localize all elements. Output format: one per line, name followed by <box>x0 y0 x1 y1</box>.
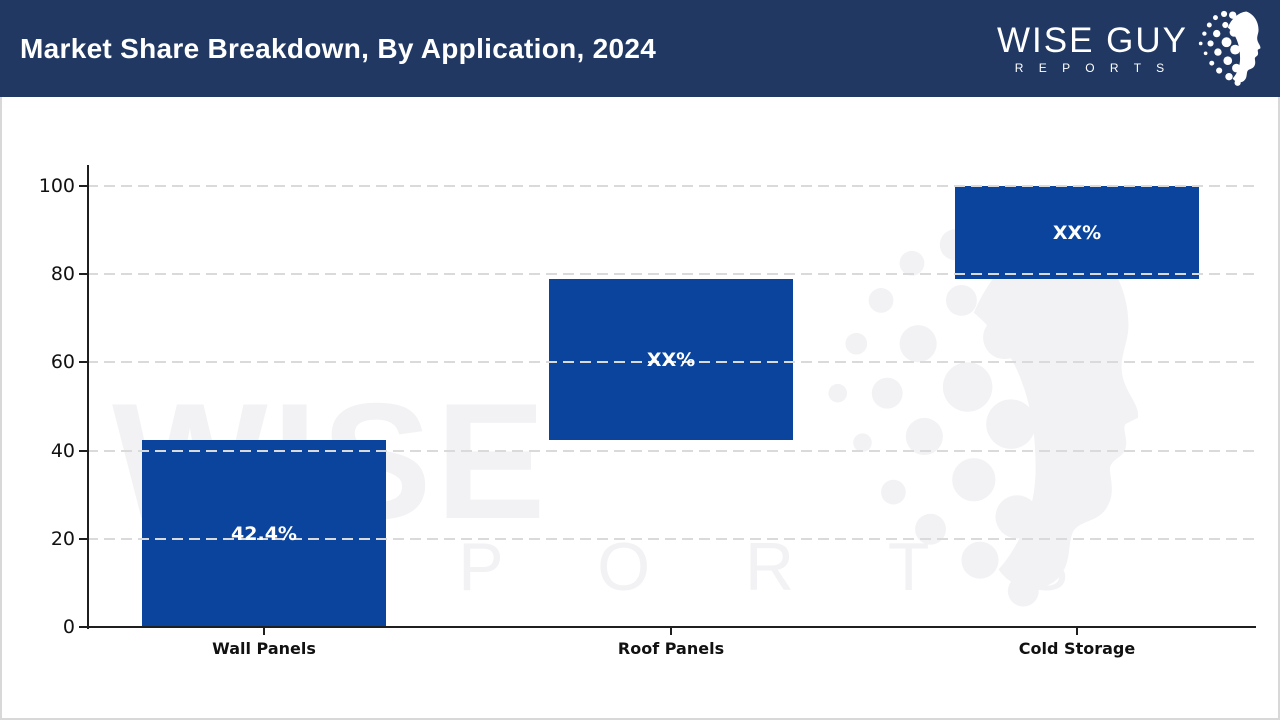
header: Market Share Breakdown, By Application, … <box>0 0 1280 97</box>
chart-bar <box>142 440 386 627</box>
gridline <box>87 273 1256 276</box>
gridline <box>87 361 1256 364</box>
logo-name: WISE GUY <box>996 20 1188 60</box>
bar-value-label: 42.4% <box>231 522 297 545</box>
bar-value-label: XX% <box>1052 221 1102 244</box>
logo-text: WISE GUY R E P O R T S <box>997 23 1188 75</box>
y-axis-tick <box>79 361 87 364</box>
y-axis-tick-label: 100 <box>38 175 75 197</box>
y-axis-tick-label: 40 <box>50 439 75 462</box>
y-axis-tick <box>79 537 87 540</box>
gridline <box>87 185 1256 187</box>
y-axis-tick <box>79 449 87 452</box>
x-axis-tick <box>263 628 265 635</box>
gridline <box>87 449 1256 452</box>
y-axis-line <box>87 165 89 629</box>
x-category-label: Roof Panels <box>617 639 725 658</box>
wise-guy-logo: WISE GUY R E P O R T S <box>997 9 1266 89</box>
bar-value-label: XX% <box>646 348 696 371</box>
dotted-head-icon <box>1198 10 1261 86</box>
watermark-head-icon <box>828 229 1139 607</box>
gridline <box>87 537 1256 540</box>
y-axis-tick-label: 60 <box>50 351 75 374</box>
y-axis-tick-label: 0 <box>62 616 75 638</box>
x-axis-tick <box>670 628 672 635</box>
x-axis-line <box>87 626 1256 628</box>
y-axis-tick-label: 20 <box>50 527 75 550</box>
x-axis-tick <box>1076 628 1078 635</box>
x-category-label: Wall Panels <box>212 639 316 658</box>
x-category-label: Cold Storage <box>1018 639 1136 658</box>
y-axis-tick <box>79 185 87 187</box>
page-title: Market Share Breakdown, By Application, … <box>20 32 657 64</box>
y-axis-tick-label: 80 <box>50 263 75 286</box>
y-axis-tick <box>79 626 87 628</box>
logo-tagline: R E P O R T S <box>1014 60 1171 75</box>
chart-bar <box>955 186 1199 280</box>
chart-bar <box>549 279 793 440</box>
y-axis-tick <box>79 273 87 276</box>
